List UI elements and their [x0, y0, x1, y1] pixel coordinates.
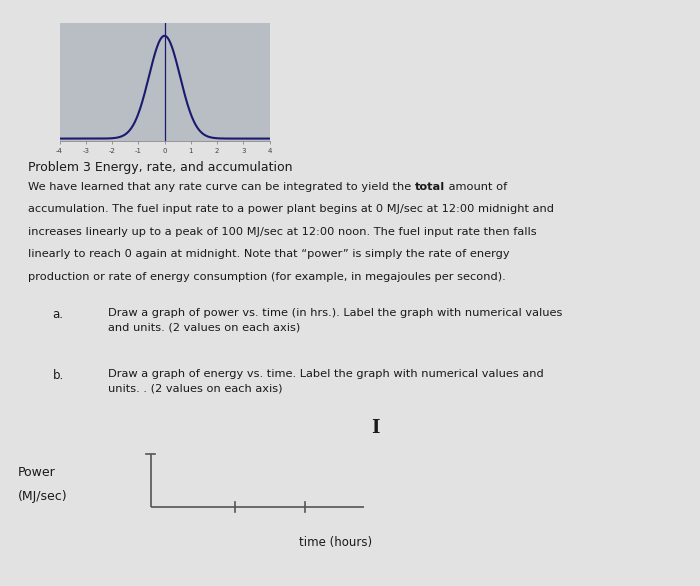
Text: production or rate of energy consumption (for example, in megajoules per second): production or rate of energy consumption… [28, 272, 505, 282]
Text: Power: Power [18, 466, 55, 479]
Text: b.: b. [52, 369, 64, 382]
Text: total: total [415, 182, 445, 192]
Text: increases linearly up to a peak of 100 MJ/sec at 12:00 noon. The fuel input rate: increases linearly up to a peak of 100 M… [28, 227, 537, 237]
Text: (MJ/sec): (MJ/sec) [18, 490, 67, 503]
Text: Draw a graph of energy vs. time. Label the graph with numerical values and
units: Draw a graph of energy vs. time. Label t… [108, 369, 545, 394]
Text: We have learned that any rate curve can be integrated to yield the: We have learned that any rate curve can … [28, 182, 415, 192]
Text: Problem 3 Energy, rate, and accumulation: Problem 3 Energy, rate, and accumulation [28, 161, 293, 174]
Text: Draw a graph of power vs. time (in hrs.). Label the graph with numerical values
: Draw a graph of power vs. time (in hrs.)… [108, 308, 563, 332]
Text: time (hours): time (hours) [300, 536, 372, 549]
Text: accumulation. The fuel input rate to a power plant begins at 0 MJ/sec at 12:00 m: accumulation. The fuel input rate to a p… [28, 205, 554, 214]
Text: linearly to reach 0 again at midnight. Note that “power” is simply the rate of e: linearly to reach 0 again at midnight. N… [28, 250, 510, 260]
Text: a.: a. [52, 308, 64, 321]
Text: amount of: amount of [445, 182, 507, 192]
Text: I: I [371, 419, 379, 437]
